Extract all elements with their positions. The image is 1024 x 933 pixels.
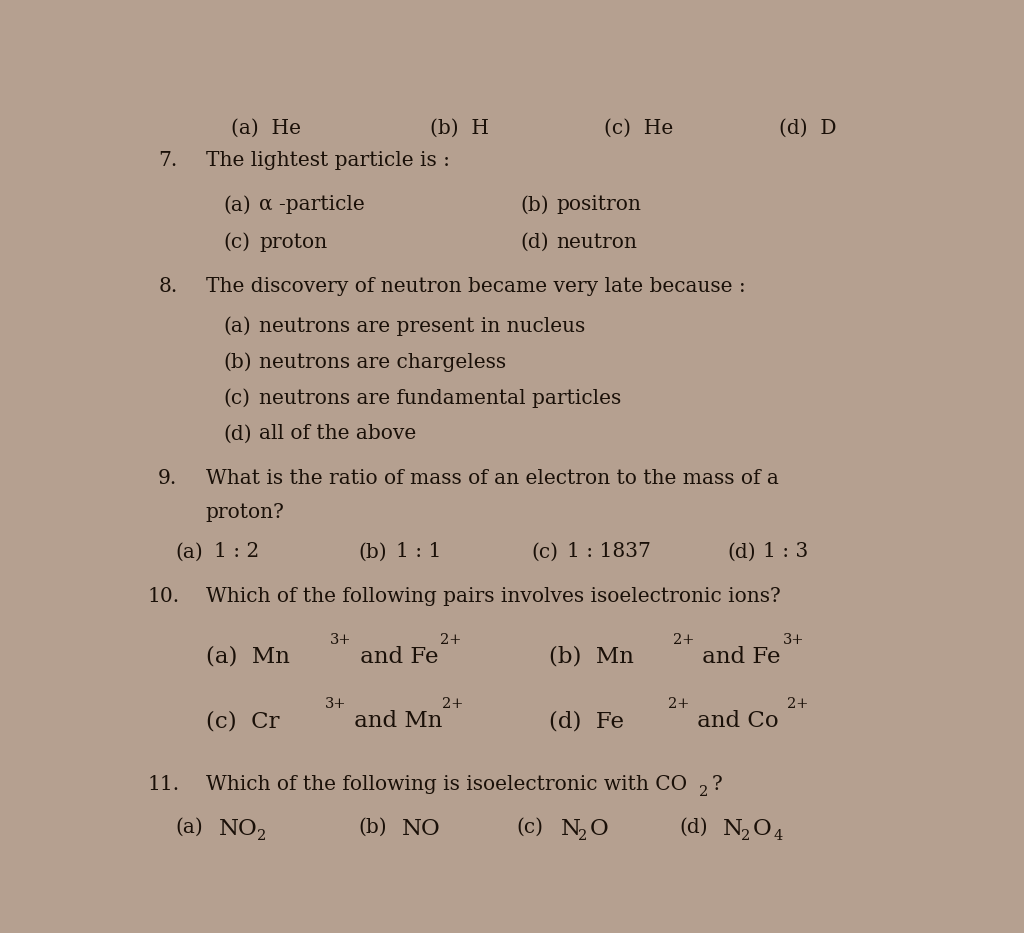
Text: The lightest particle is :: The lightest particle is : xyxy=(206,151,450,170)
Text: 3+: 3+ xyxy=(782,633,804,647)
Text: positron: positron xyxy=(557,195,641,215)
Text: (a)  He: (a) He xyxy=(231,119,301,138)
Text: 2: 2 xyxy=(257,829,266,842)
Text: 2: 2 xyxy=(740,829,750,842)
Text: N: N xyxy=(723,818,743,840)
Text: (d)  D: (d) D xyxy=(778,119,837,138)
Text: (a): (a) xyxy=(223,195,251,215)
Text: (d)  Fe: (d) Fe xyxy=(549,710,624,732)
Text: all of the above: all of the above xyxy=(259,425,416,443)
Text: NO: NO xyxy=(401,818,440,840)
Text: 10.: 10. xyxy=(147,587,180,606)
Text: neutron: neutron xyxy=(557,232,637,252)
Text: proton: proton xyxy=(259,232,327,252)
Text: (b)  Mn: (b) Mn xyxy=(549,646,634,668)
Text: 2+: 2+ xyxy=(442,698,464,712)
Text: (c): (c) xyxy=(531,542,558,562)
Text: 4: 4 xyxy=(773,829,782,842)
Text: 2+: 2+ xyxy=(668,698,689,712)
Text: (a)  Mn: (a) Mn xyxy=(206,646,290,668)
Text: 11.: 11. xyxy=(147,775,180,794)
Text: 1 : 1: 1 : 1 xyxy=(396,542,441,562)
Text: 1 : 3: 1 : 3 xyxy=(763,542,808,562)
Text: (b): (b) xyxy=(521,195,550,215)
Text: 3+: 3+ xyxy=(325,698,346,712)
Text: (d): (d) xyxy=(727,542,756,562)
Text: Which of the following pairs involves isoelectronic ions?: Which of the following pairs involves is… xyxy=(206,587,780,606)
Text: (c): (c) xyxy=(517,818,544,837)
Text: 3+: 3+ xyxy=(331,633,352,647)
Text: (a): (a) xyxy=(176,542,204,562)
Text: neutrons are fundamental particles: neutrons are fundamental particles xyxy=(259,388,622,408)
Text: 2: 2 xyxy=(699,785,709,799)
Text: proton?: proton? xyxy=(206,504,285,522)
Text: The discovery of neutron became very late because :: The discovery of neutron became very lat… xyxy=(206,277,745,296)
Text: and Co: and Co xyxy=(690,710,778,732)
Text: and Fe: and Fe xyxy=(352,646,438,668)
Text: 2+: 2+ xyxy=(440,633,461,647)
Text: neutrons are chargeless: neutrons are chargeless xyxy=(259,353,506,371)
Text: O: O xyxy=(753,818,771,840)
Text: (b)  H: (b) H xyxy=(430,119,488,138)
Text: (c): (c) xyxy=(223,232,250,252)
Text: 7.: 7. xyxy=(158,151,177,170)
Text: (a): (a) xyxy=(176,818,204,837)
Text: O: O xyxy=(590,818,608,840)
Text: 1 : 1837: 1 : 1837 xyxy=(567,542,650,562)
Text: neutrons are present in nucleus: neutrons are present in nucleus xyxy=(259,316,585,336)
Text: What is the ratio of mass of an electron to the mass of a: What is the ratio of mass of an electron… xyxy=(206,469,778,488)
Text: NO: NO xyxy=(219,818,258,840)
Text: Which of the following is isoelectronic with CO: Which of the following is isoelectronic … xyxy=(206,775,687,794)
Text: (c): (c) xyxy=(223,388,250,408)
Text: (c)  Cr: (c) Cr xyxy=(206,710,280,732)
Text: and Mn: and Mn xyxy=(347,710,442,732)
Text: 1 : 2: 1 : 2 xyxy=(214,542,259,562)
Text: 2+: 2+ xyxy=(786,698,808,712)
Text: (d): (d) xyxy=(223,425,252,443)
Text: 2: 2 xyxy=(578,829,587,842)
Text: and Fe: and Fe xyxy=(695,646,781,668)
Text: (b): (b) xyxy=(358,542,387,562)
Text: 2+: 2+ xyxy=(673,633,694,647)
Text: (b): (b) xyxy=(358,818,387,837)
Text: (a): (a) xyxy=(223,316,251,336)
Text: (d): (d) xyxy=(680,818,709,837)
Text: 8.: 8. xyxy=(158,277,177,296)
Text: (d): (d) xyxy=(521,232,550,252)
Text: α -particle: α -particle xyxy=(259,195,365,215)
Text: (c)  He: (c) He xyxy=(604,119,674,138)
Text: N: N xyxy=(560,818,581,840)
Text: 9.: 9. xyxy=(158,469,177,488)
Text: ?: ? xyxy=(712,775,723,794)
Text: (b): (b) xyxy=(223,353,252,371)
